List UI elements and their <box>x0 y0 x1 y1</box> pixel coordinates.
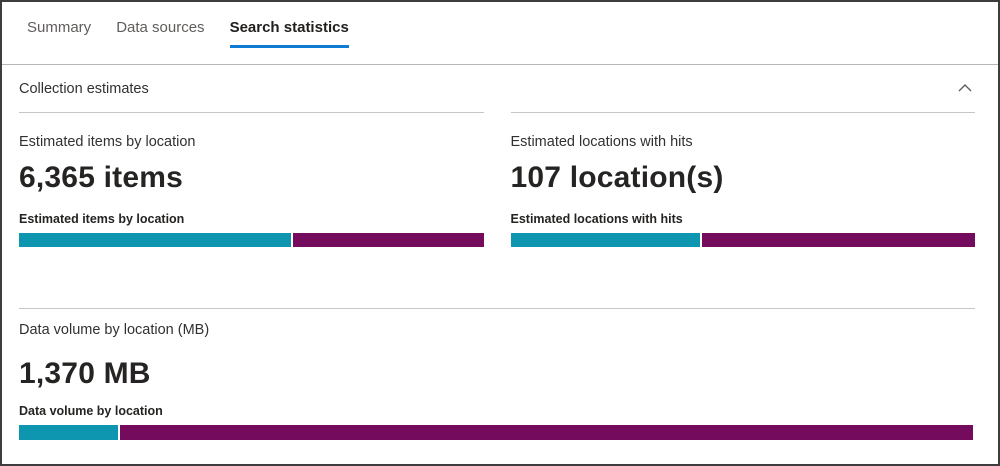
locations-stacked-bar <box>510 233 975 247</box>
volume-bar-segment-2 <box>120 425 974 440</box>
volume-chart-title: Data volume by location <box>19 404 163 418</box>
tab-bar: Summary Data sources Search statistics <box>2 2 998 48</box>
collection-estimates-grid: Estimated items by location 6,365 items … <box>19 112 975 247</box>
tab-summary[interactable]: Summary <box>27 19 92 36</box>
stat-card-items: Estimated items by location 6,365 items … <box>19 112 484 247</box>
locations-label: Estimated locations with hits <box>510 134 693 150</box>
collection-estimates-title: Collection estimates <box>19 80 149 97</box>
locations-bar-segment-1 <box>510 233 701 247</box>
volume-bar-segment-1 <box>19 425 119 440</box>
items-label: Estimated items by location <box>19 134 196 150</box>
locations-bar-segment-2 <box>702 233 975 247</box>
chevron-up-icon <box>957 81 973 96</box>
stat-card-volume: Data volume by location (MB) 1,370 MB Da… <box>19 308 975 440</box>
collection-estimates-header: Collection estimates <box>2 65 998 112</box>
volume-label: Data volume by location (MB) <box>19 322 210 338</box>
items-value: 6,365 items <box>19 161 183 194</box>
locations-value: 107 location(s) <box>510 161 724 194</box>
collapse-section-button[interactable] <box>953 79 977 98</box>
tab-search-statistics[interactable]: Search statistics <box>229 17 349 48</box>
locations-chart-title: Estimated locations with hits <box>510 212 683 226</box>
items-bar-segment-1 <box>19 233 292 247</box>
stat-card-locations: Estimated locations with hits 107 locati… <box>510 112 975 247</box>
items-chart-title: Estimated items by location <box>19 212 185 226</box>
items-bar-segment-2 <box>293 233 484 247</box>
volume-stacked-bar <box>19 425 975 440</box>
volume-value: 1,370 MB <box>19 357 151 390</box>
tab-data-sources[interactable]: Data sources <box>116 19 205 36</box>
items-stacked-bar <box>19 233 484 247</box>
tabbar-divider <box>2 64 998 65</box>
